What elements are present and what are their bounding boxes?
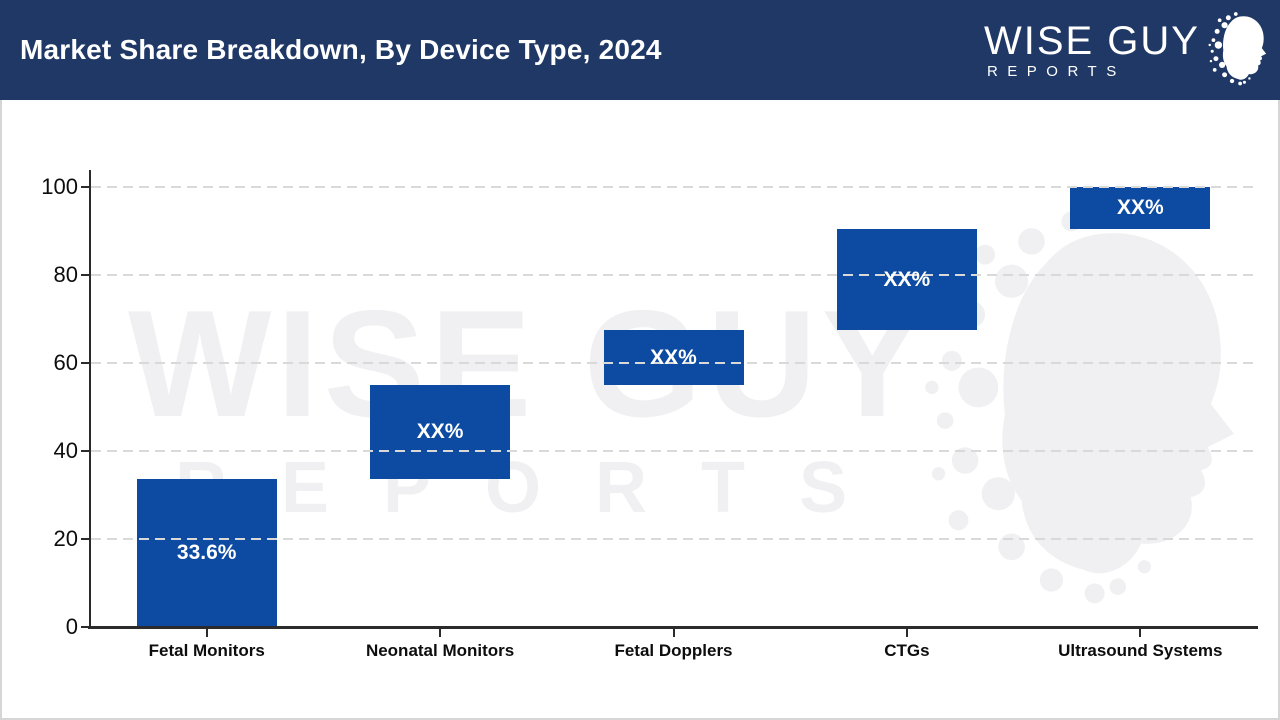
bar-fetal-monitors: 33.6%	[136, 479, 277, 627]
header-bar: Market Share Breakdown, By Device Type, …	[0, 0, 1280, 100]
logo-wordmark: WISE GUY REPORTS	[984, 21, 1200, 79]
gridline-80	[91, 274, 1257, 276]
gridline-20	[91, 538, 1257, 540]
y-axis-tick	[81, 538, 90, 540]
x-axis-label-ctgs: CTGs	[884, 641, 930, 660]
x-axis-label-ultrasound-systems: Ultrasound Systems	[1058, 641, 1223, 660]
bar-neonatal-monitors: XX%	[370, 385, 511, 480]
watermark-line1: WISE GUY	[128, 279, 929, 449]
y-axis-tick-label: 80	[53, 262, 78, 287]
bar-ctgs: XX%	[836, 228, 977, 331]
x-axis-tick	[205, 629, 208, 637]
y-axis-tick	[81, 274, 90, 276]
y-axis-tick-label: 20	[53, 526, 78, 551]
wiseguy-logo: WISE GUY REPORTS	[984, 12, 1280, 88]
logo-line1: WISE GUY	[983, 19, 1200, 63]
page-title: Market Share Breakdown, By Device Type, …	[20, 34, 662, 65]
x-axis-tick	[905, 629, 908, 637]
x-axis-tick	[672, 629, 675, 637]
y-axis-tick-label: 60	[53, 350, 78, 375]
bar-value-label: XX%	[1116, 195, 1164, 219]
y-axis-tick	[81, 626, 90, 628]
y-axis-tick	[81, 186, 90, 188]
y-axis-tick-label: 0	[65, 614, 78, 639]
x-axis-line	[88, 626, 1258, 629]
bar-value-label: 33.6%	[176, 541, 237, 565]
x-axis-tick	[1139, 629, 1142, 637]
gridline-40	[91, 450, 1257, 452]
bar-fetal-dopplers: XX%	[603, 330, 744, 385]
x-axis-label-fetal-monitors: Fetal Monitors	[148, 641, 265, 660]
y-axis-line	[89, 170, 91, 628]
gridline-100	[91, 186, 1257, 188]
watermark-line2: REPORTS	[175, 448, 902, 528]
bar-value-label: XX%	[416, 420, 464, 444]
logo-line2: REPORTS	[986, 63, 1126, 80]
x-axis-tick	[439, 629, 442, 637]
y-axis-tick-label: 40	[53, 438, 78, 463]
y-axis-tick	[81, 450, 90, 452]
y-axis-tick	[81, 362, 90, 364]
bar-value-label: XX%	[650, 345, 697, 369]
bar-ultrasound-systems: XX%	[1070, 187, 1211, 229]
y-axis-tick-label: 100	[41, 174, 78, 199]
x-axis-label-neonatal-monitors: Neonatal Monitors	[365, 641, 515, 660]
x-axis-label-fetal-dopplers: Fetal Dopplers	[614, 641, 733, 660]
gridline-60	[91, 362, 1257, 364]
bar-value-label: XX%	[883, 267, 931, 291]
